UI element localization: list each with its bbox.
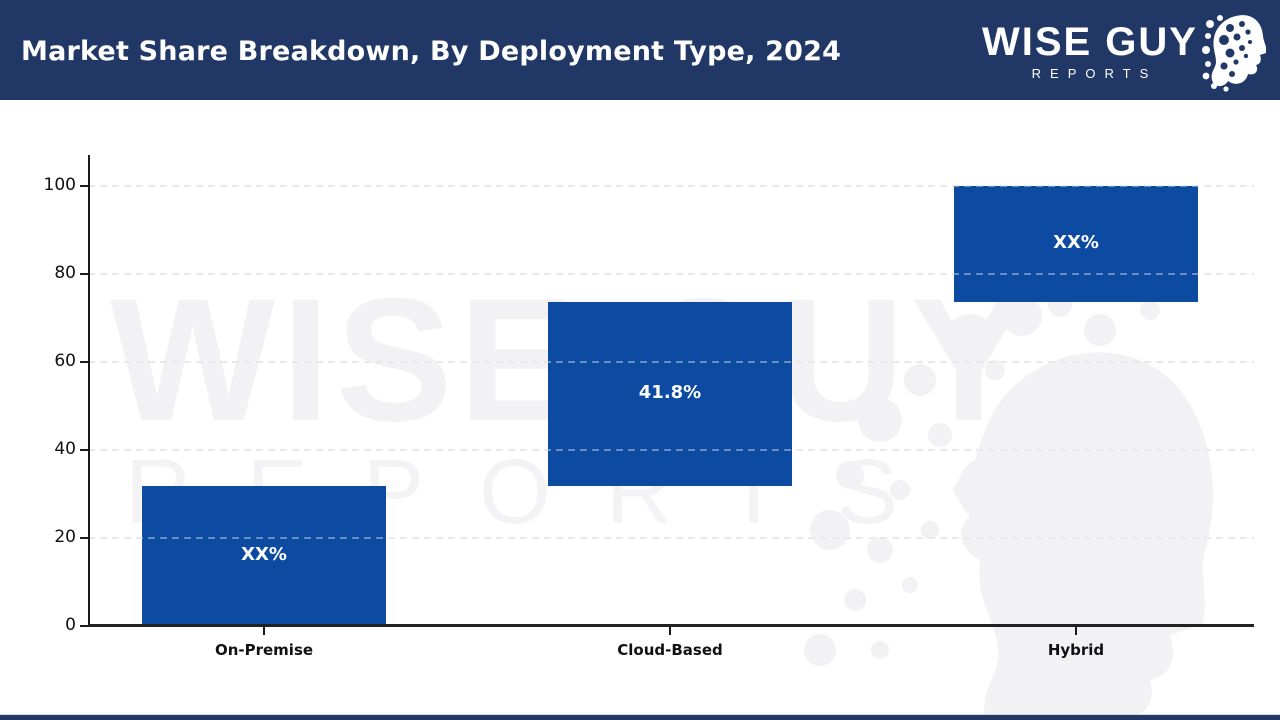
y-tick-label: 0 <box>65 615 76 635</box>
grid-line-overlay <box>88 273 1254 275</box>
y-tick-label: 100 <box>43 175 76 195</box>
y-tick-label: 20 <box>54 527 76 547</box>
grid-line <box>88 273 1254 275</box>
y-axis-tick <box>80 361 88 363</box>
x-axis-tick <box>1075 627 1077 635</box>
bar-value-label: XX% <box>1053 231 1099 253</box>
y-tick-label: 80 <box>54 263 76 283</box>
watermark-head-icon <box>804 266 1213 715</box>
grid-line <box>88 537 1254 539</box>
y-tick-label: 60 <box>54 351 76 371</box>
footer-hairline <box>0 714 1280 715</box>
grid-line-overlay <box>88 537 1254 539</box>
bar-value-label: 41.8% <box>638 381 702 403</box>
grid-line-overlay <box>88 185 1254 187</box>
y-tick-label: 40 <box>54 439 76 459</box>
x-category-label: Cloud-Based <box>617 641 723 659</box>
y-axis-line <box>88 155 90 627</box>
y-axis-tick <box>80 185 88 187</box>
y-axis-tick <box>80 625 88 627</box>
logo-brand-name: WISE GUY <box>981 19 1198 64</box>
header-banner: Market Share Breakdown, By Deployment Ty… <box>0 0 1280 100</box>
x-axis-tick <box>263 627 265 635</box>
bar-segment <box>548 301 792 486</box>
wise-guy-reports-logo: WISE GUY REPORTS <box>982 8 1266 94</box>
x-axis-tick <box>669 627 671 635</box>
footer-accent-bar <box>0 715 1280 720</box>
grid-line-overlay <box>88 449 1254 451</box>
logo-head-icon <box>1202 15 1266 92</box>
logo-brand-subtitle: REPORTS <box>1031 65 1158 81</box>
grid-line <box>88 185 1254 187</box>
bar-segment <box>142 485 386 626</box>
x-axis-line <box>88 624 1254 627</box>
logo-text: WISE GUY REPORTS <box>982 22 1198 81</box>
waterfall-chart: WISE GUY REPORTS 020406080100XX%On-Premi… <box>0 100 1280 715</box>
bar-value-label: XX% <box>241 543 287 565</box>
bar-segment <box>954 186 1198 302</box>
x-category-label: Hybrid <box>1047 641 1105 659</box>
y-axis-tick <box>80 537 88 539</box>
y-axis-tick <box>80 449 88 451</box>
grid-line-overlay <box>88 361 1254 363</box>
page-title: Market Share Breakdown, By Deployment Ty… <box>21 36 842 67</box>
y-axis-tick <box>80 273 88 275</box>
x-category-label: On-Premise <box>214 641 314 659</box>
